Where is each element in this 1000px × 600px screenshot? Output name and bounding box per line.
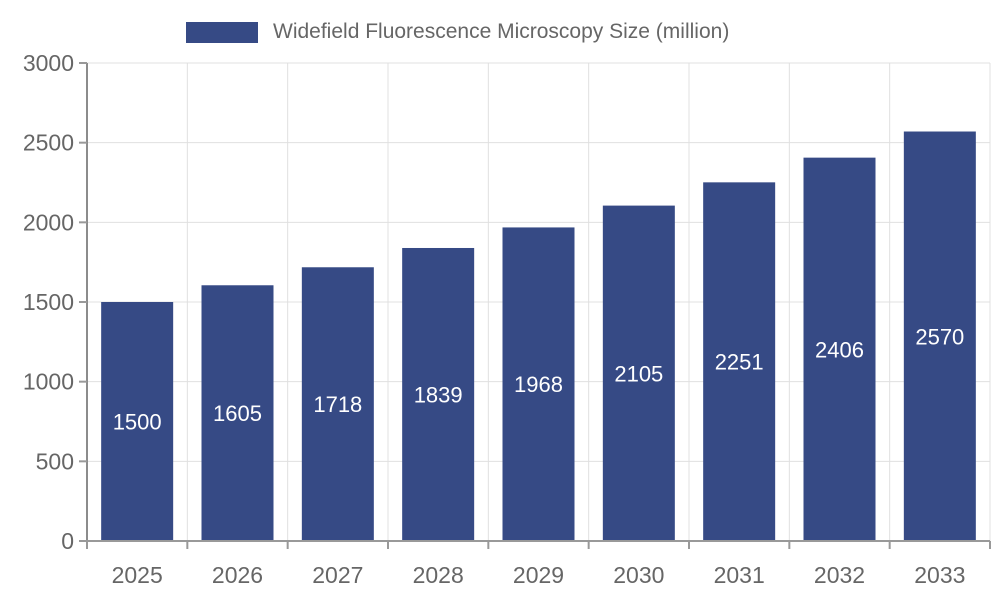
bar-2028[interactable] [402,247,475,541]
legend-item[interactable]: Widefield Fluorescence Microscopy Size (… [186,20,729,44]
y-tick-label: 2000 [23,209,74,235]
legend-label: Widefield Fluorescence Microscopy Size (… [273,20,730,43]
x-tick-label: 2031 [714,562,765,588]
bar-value-label: 1968 [514,372,563,397]
bar-2030[interactable] [602,205,675,541]
bar-2026[interactable] [201,285,274,541]
x-tick-label: 2026 [212,562,263,588]
y-tick-label: 3000 [23,50,74,76]
bar-2025[interactable] [101,302,174,541]
x-tick-label: 2029 [513,562,564,588]
x-tick-label: 2025 [112,562,163,588]
x-tick-label: 2033 [914,562,965,588]
x-tick-label: 2027 [312,562,363,588]
x-tick-label: 2030 [613,562,664,588]
bar-2029[interactable] [502,227,575,541]
y-tick-label: 1500 [23,289,74,315]
bar-value-label: 2406 [815,337,864,362]
bar-2031[interactable] [703,182,776,541]
bar-2027[interactable] [301,267,374,541]
bar-2033[interactable] [903,131,976,541]
bar-value-label: 1605 [213,401,262,426]
y-tick-label: 2500 [23,130,74,156]
bar-value-label: 2570 [915,324,964,349]
legend-swatch [186,21,258,43]
bar-value-label: 2105 [614,361,663,386]
bar-value-label: 1839 [414,382,463,407]
x-tick-label: 2032 [814,562,865,588]
y-tick-label: 500 [36,448,74,474]
y-tick-label: 0 [61,528,74,554]
bar-2032[interactable] [803,157,876,542]
x-tick-label: 2028 [413,562,464,588]
y-tick-label: 1000 [23,369,74,395]
bar-value-label: 1500 [113,410,162,435]
bar-value-label: 2251 [715,350,764,375]
bar-value-label: 1718 [313,392,362,417]
